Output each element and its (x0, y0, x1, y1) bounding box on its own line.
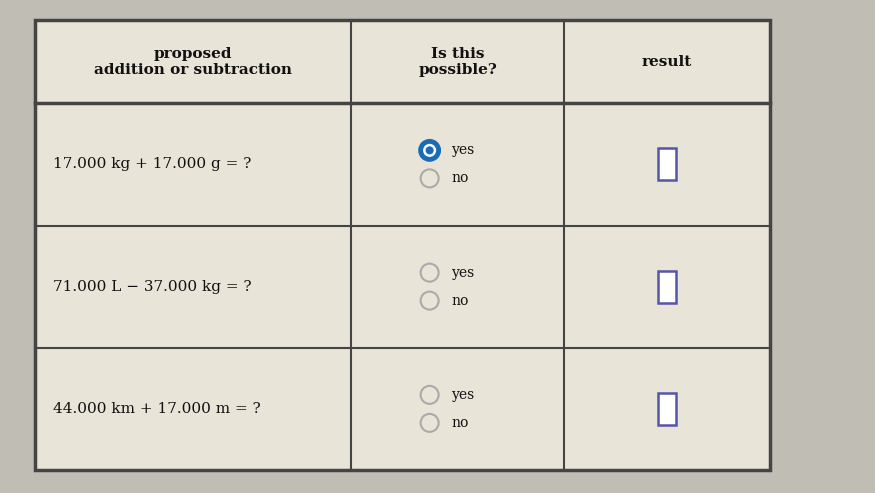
Text: no: no (452, 294, 469, 308)
Text: no: no (452, 172, 469, 185)
Bar (35, 20, 770, 470)
Circle shape (425, 146, 434, 154)
Bar (658, 393, 676, 425)
Text: 17.000 kg + 17.000 g = ?: 17.000 kg + 17.000 g = ? (53, 157, 251, 172)
Text: yes: yes (452, 143, 475, 157)
Circle shape (421, 141, 438, 159)
Text: Is this
possible?: Is this possible? (418, 46, 497, 77)
Bar (658, 148, 676, 180)
Text: yes: yes (452, 388, 475, 402)
Text: proposed
addition or subtraction: proposed addition or subtraction (94, 46, 292, 77)
Text: result: result (642, 55, 692, 69)
Text: no: no (452, 416, 469, 430)
Text: yes: yes (452, 266, 475, 280)
Text: 71.000 L − 37.000 kg = ?: 71.000 L − 37.000 kg = ? (53, 280, 252, 294)
Bar (35, 20, 770, 470)
Text: 44.000 km + 17.000 m = ?: 44.000 km + 17.000 m = ? (53, 402, 261, 416)
Bar (658, 271, 676, 303)
